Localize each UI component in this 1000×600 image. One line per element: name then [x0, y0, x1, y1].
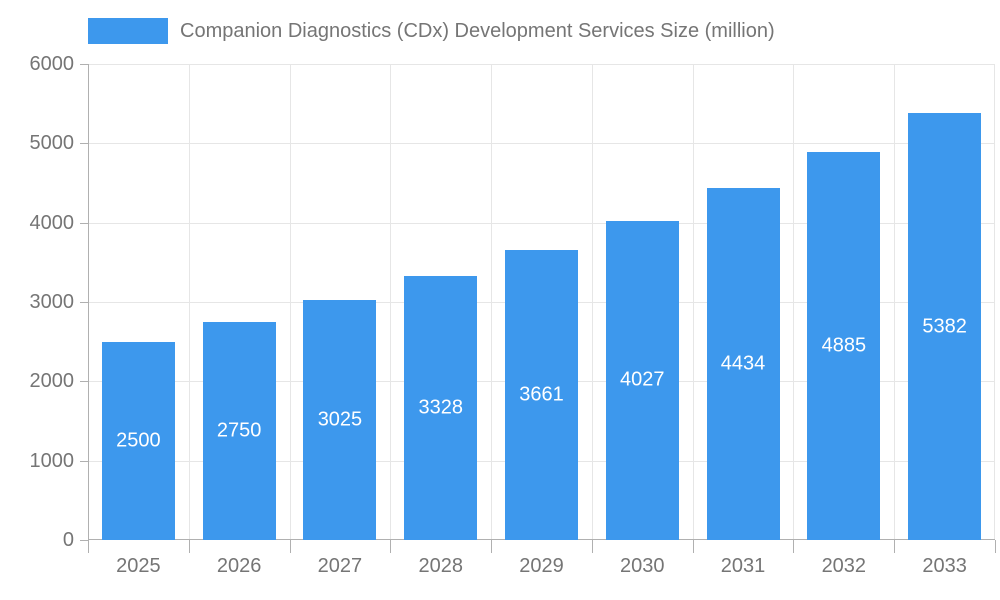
v-gridline — [591, 64, 593, 540]
x-axis-tick — [289, 540, 291, 553]
bar-2025 — [101, 341, 175, 540]
bar-value-label: 4885 — [821, 334, 867, 357]
x-axis-tick — [88, 540, 89, 553]
bar-value-label: 4434 — [720, 352, 766, 375]
chart-title: Companion Diagnostics (CDx) Development … — [180, 20, 775, 42]
y-axis-line — [88, 64, 89, 540]
bar-value-label: 2750 — [216, 419, 262, 442]
x-axis-tick-label: 2027 — [317, 555, 363, 577]
y-axis-tick — [80, 381, 88, 383]
bar-2027 — [303, 300, 377, 540]
y-axis-tick-label: 3000 — [29, 291, 75, 313]
h-gridline — [88, 143, 995, 145]
y-axis-tick-label: 6000 — [29, 53, 75, 75]
x-axis-tick — [491, 540, 493, 553]
y-axis-tick — [80, 64, 88, 65]
x-axis-tick-label: 2029 — [519, 555, 564, 577]
y-axis-tick-label: 0 — [62, 529, 74, 551]
v-gridline — [390, 64, 392, 540]
v-gridline — [188, 64, 190, 540]
bar-value-label: 3661 — [519, 383, 564, 406]
v-gridline — [289, 64, 291, 540]
h-gridline — [88, 64, 995, 65]
plot-area: 2500 2750 3025 3328 3661 4027 4434 4885 5382 — [88, 64, 995, 540]
y-axis-tick — [80, 460, 88, 462]
y-axis-tick-label: 1000 — [29, 449, 75, 472]
x-axis-tick-label: 2033 — [922, 555, 967, 577]
x-axis-tick — [692, 540, 694, 553]
v-gridline — [793, 64, 795, 540]
x-axis-tick — [188, 540, 190, 553]
y-axis-tick-label: 4000 — [29, 211, 75, 234]
v-gridline — [994, 64, 995, 540]
x-axis-tick-label: 2032 — [821, 555, 867, 577]
bar-2028 — [404, 275, 478, 540]
bar-value-label: 2500 — [116, 429, 161, 452]
x-axis-tick-label: 2028 — [418, 555, 463, 577]
y-axis-tick — [80, 540, 88, 541]
bar-2031 — [706, 188, 780, 540]
x-axis-tick — [894, 540, 896, 553]
x-axis-tick — [591, 540, 593, 553]
x-axis-tick-label: 2031 — [720, 555, 766, 577]
bar-value-label: 3025 — [317, 408, 363, 431]
bar-2030 — [605, 220, 679, 540]
bar-2032 — [807, 152, 881, 540]
h-gridline — [88, 222, 995, 224]
x-axis-tick-label: 2030 — [620, 555, 665, 577]
v-gridline — [491, 64, 493, 540]
v-gridline — [894, 64, 896, 540]
x-axis-tick — [793, 540, 795, 553]
bar-value-label: 3328 — [418, 396, 463, 419]
y-axis-tick-label: 2000 — [29, 370, 75, 393]
x-axis-tick-label: 2025 — [116, 555, 161, 577]
chart-legend: Companion Diagnostics (CDx) Development … — [88, 18, 775, 44]
x-axis-tick — [995, 540, 996, 553]
x-axis-tick-label: 2026 — [216, 555, 262, 577]
bar-value-label: 5382 — [922, 315, 967, 337]
bar-2033 — [908, 113, 982, 540]
y-axis-tick-label: 5000 — [29, 132, 75, 155]
y-axis-tick — [80, 222, 88, 224]
bar-2026 — [202, 321, 276, 540]
bar-2029 — [505, 249, 578, 540]
x-axis-tick — [390, 540, 392, 553]
y-axis-tick — [80, 143, 88, 145]
v-gridline — [692, 64, 694, 540]
legend-swatch — [88, 18, 168, 44]
bar-value-label: 4027 — [620, 368, 665, 391]
y-axis-tick — [80, 302, 88, 303]
